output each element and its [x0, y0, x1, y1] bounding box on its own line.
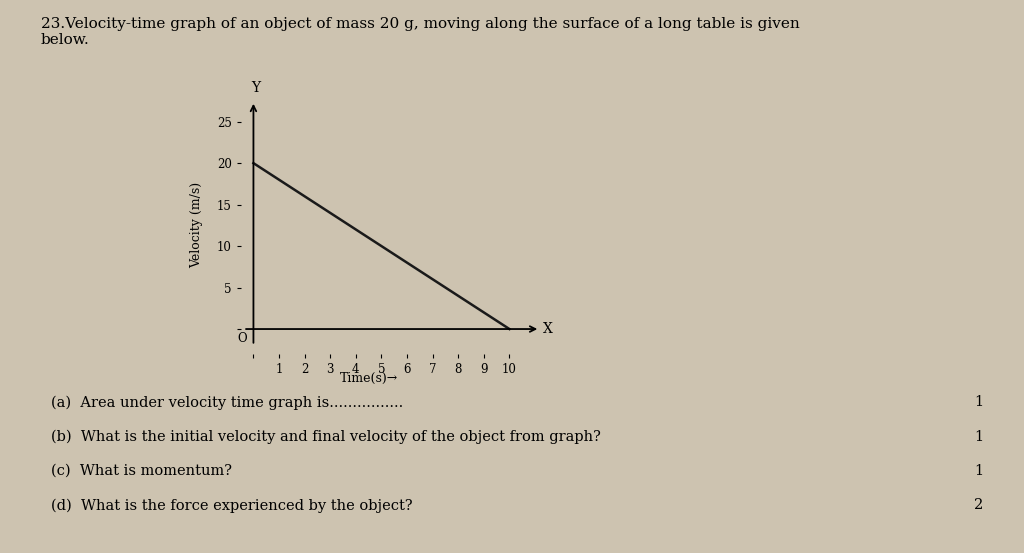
- Text: 23.Velocity-time graph of an object of mass 20 g, moving along the surface of a : 23.Velocity-time graph of an object of m…: [41, 17, 800, 47]
- Text: (b)  What is the initial velocity and final velocity of the object from graph?: (b) What is the initial velocity and fin…: [51, 430, 601, 444]
- Text: X: X: [543, 322, 553, 336]
- Text: 1: 1: [974, 395, 983, 409]
- Text: 1: 1: [974, 464, 983, 478]
- Text: 2: 2: [974, 498, 983, 512]
- Text: Time(s)→: Time(s)→: [340, 372, 397, 385]
- Text: (c)  What is momentum?: (c) What is momentum?: [51, 464, 232, 478]
- Text: (d)  What is the force experienced by the object?: (d) What is the force experienced by the…: [51, 498, 413, 513]
- Text: O: O: [238, 332, 247, 345]
- Text: Y: Y: [252, 81, 260, 95]
- Text: Velocity (m/s): Velocity (m/s): [190, 182, 204, 268]
- Text: 1: 1: [974, 430, 983, 444]
- Text: (a)  Area under velocity time graph is................: (a) Area under velocity time graph is...…: [51, 395, 403, 410]
